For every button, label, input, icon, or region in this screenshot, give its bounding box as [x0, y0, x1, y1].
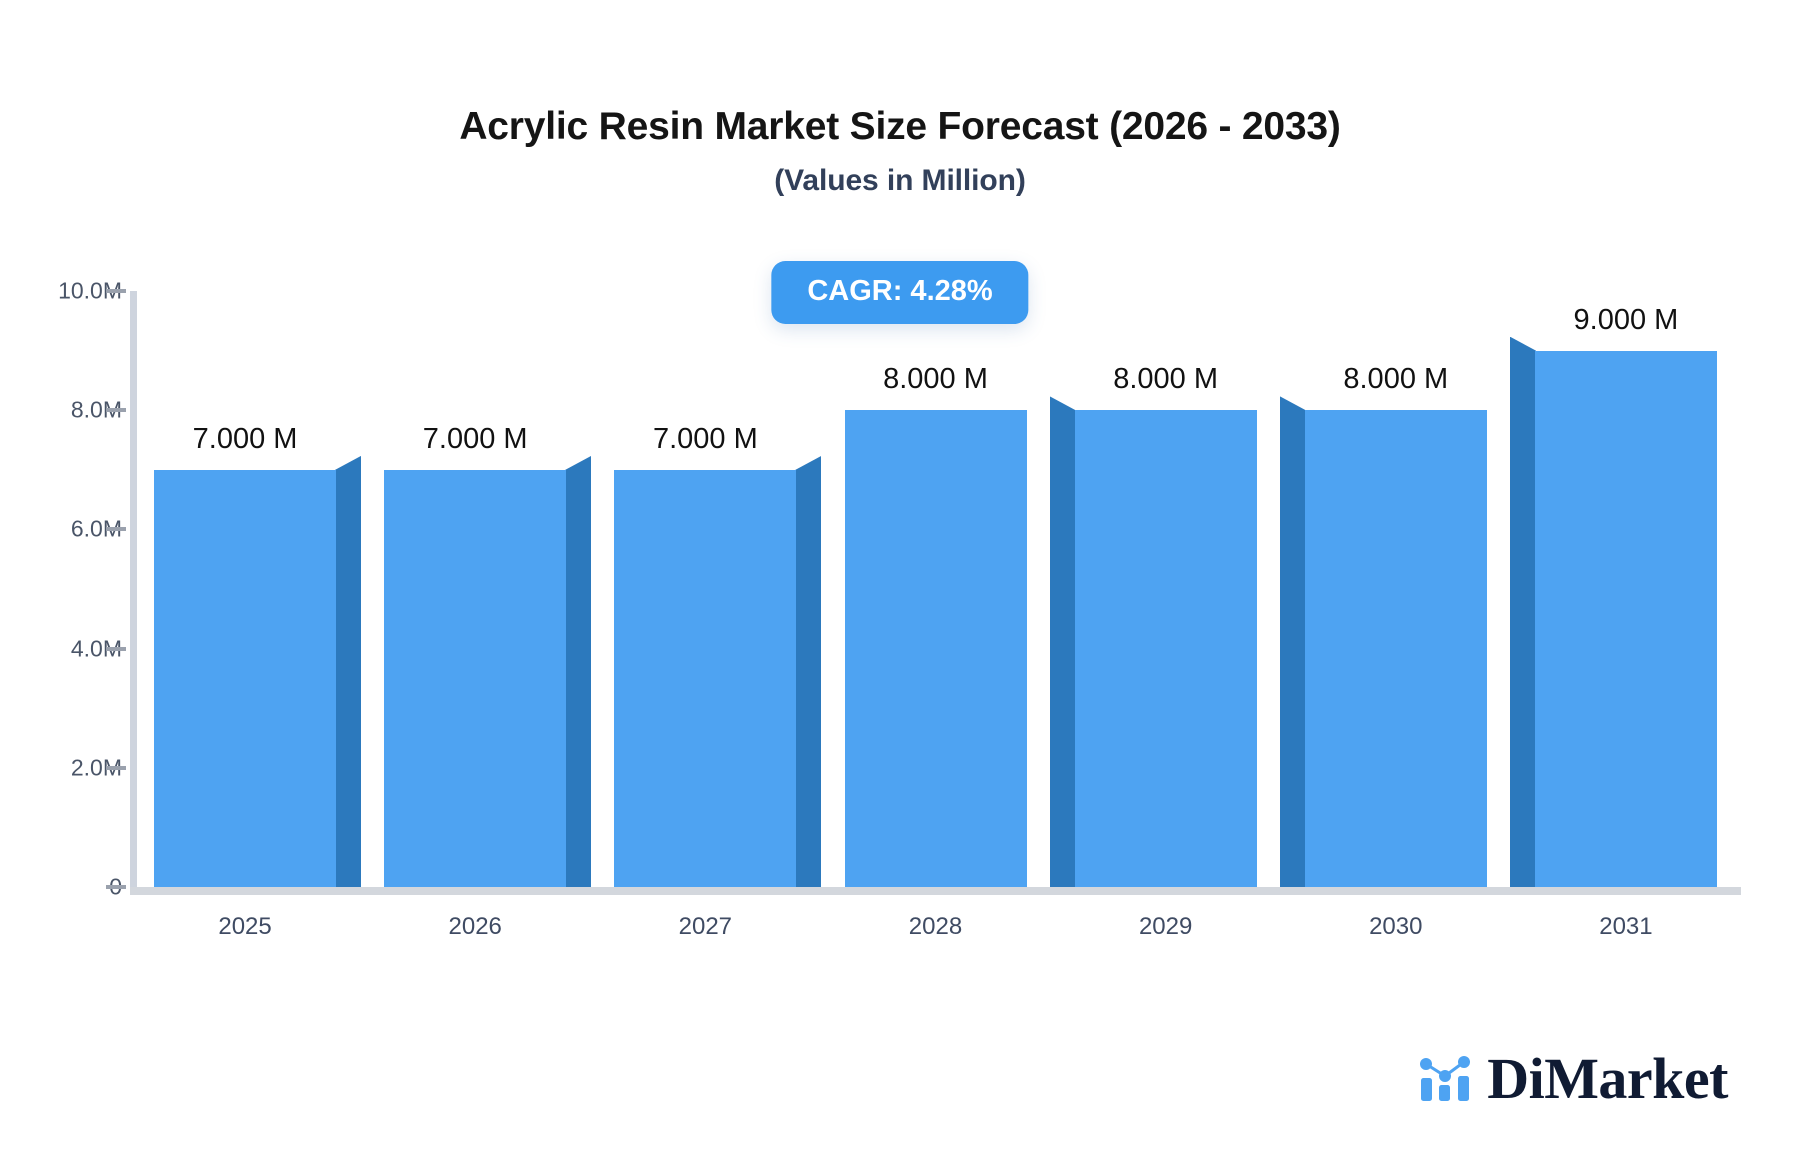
cagr-badge: CAGR: 4.28% [771, 261, 1029, 324]
bar-side-face [1509, 336, 1536, 887]
x-axis-tick-label: 2029 [1138, 913, 1193, 940]
x-axis-tick-label: 2030 [1369, 913, 1423, 940]
x-axis-tick-label: 2025 [218, 913, 272, 940]
bar-side-face [795, 455, 822, 887]
bar-2028[interactable]: 8.000 M 2028 [844, 291, 1027, 940]
y-axis-tick-mark [106, 289, 126, 293]
y-axis-tick-mark [106, 646, 126, 651]
bar-value-label: 7.000 M [652, 422, 758, 455]
y-axis-tick-mark [106, 765, 126, 770]
y-axis-tick-label: 0 [0, 874, 122, 901]
bar-2031[interactable]: 9.000 M 2031 [1509, 291, 1717, 940]
y-axis-tick-label: 6.0M [70, 515, 122, 542]
x-axis-tick-label: 2026 [448, 913, 502, 940]
y-axis-tick-label: 8.0M [70, 396, 122, 423]
bar-value-label: 8.000 M [1113, 363, 1219, 396]
bar-front-face [384, 469, 567, 887]
x-axis-tick-label: 2027 [678, 913, 733, 940]
bar-front-face [1074, 410, 1257, 887]
bar-value-label: 9.000 M [1573, 303, 1679, 336]
x-axis-line [130, 887, 1741, 895]
bar-value-label: 8.000 M [883, 363, 988, 396]
bar-value-label: 8.000 M [1343, 363, 1449, 396]
y-axis-line [130, 291, 137, 887]
x-axis-tick-label: 2028 [908, 913, 963, 940]
dimarket-bar-chart-icon [1417, 1051, 1473, 1108]
bar-value-label: 7.000 M [192, 422, 298, 455]
bar-2025[interactable]: 7.000 M 2025 [154, 291, 362, 940]
bar-front-face [614, 469, 797, 887]
bar-side-face [335, 455, 362, 887]
chart-subtitle: (Values in Million) [774, 163, 1026, 197]
bar-2029[interactable]: 8.000 M 2029 [1049, 291, 1257, 940]
bar-value-label: 7.000 M [422, 422, 528, 455]
y-axis-tick-label: 4.0M [70, 635, 122, 662]
title-block: Acrylic Resin Market Size Forecast (2026… [0, 105, 1800, 198]
logo-wordmark: DiMarket [1487, 1046, 1728, 1111]
y-axis-tick-mark [106, 885, 126, 889]
bar-2030[interactable]: 8.000 M 2030 [1279, 291, 1487, 940]
bar-side-face [1279, 396, 1306, 887]
bar-front-face [154, 469, 337, 887]
bar-2026[interactable]: 7.000 M 2026 [384, 291, 592, 940]
logo: DiMarket [1417, 1050, 1728, 1108]
y-axis-tick-mark [106, 527, 126, 532]
bar-side-face [1049, 396, 1076, 887]
bar-2027[interactable]: 7.000 M 2027 [614, 291, 822, 940]
y-axis-tick-label: 10.0M [58, 277, 122, 304]
bar-front-face [844, 410, 1027, 887]
chart-title: Acrylic Resin Market Size Forecast (2026… [459, 105, 1341, 148]
y-axis-tick-label: 2.0M [70, 754, 122, 781]
bar-front-face [1304, 410, 1487, 887]
bar-side-face [565, 455, 592, 887]
bars-layer: 7.000 M 2025 7.000 M 2026 7.000 M 2027 8.000 M… [130, 291, 1741, 940]
x-axis-tick-label: 2031 [1599, 913, 1653, 940]
bar-front-face [1534, 350, 1717, 887]
y-axis-tick-mark [106, 408, 126, 413]
